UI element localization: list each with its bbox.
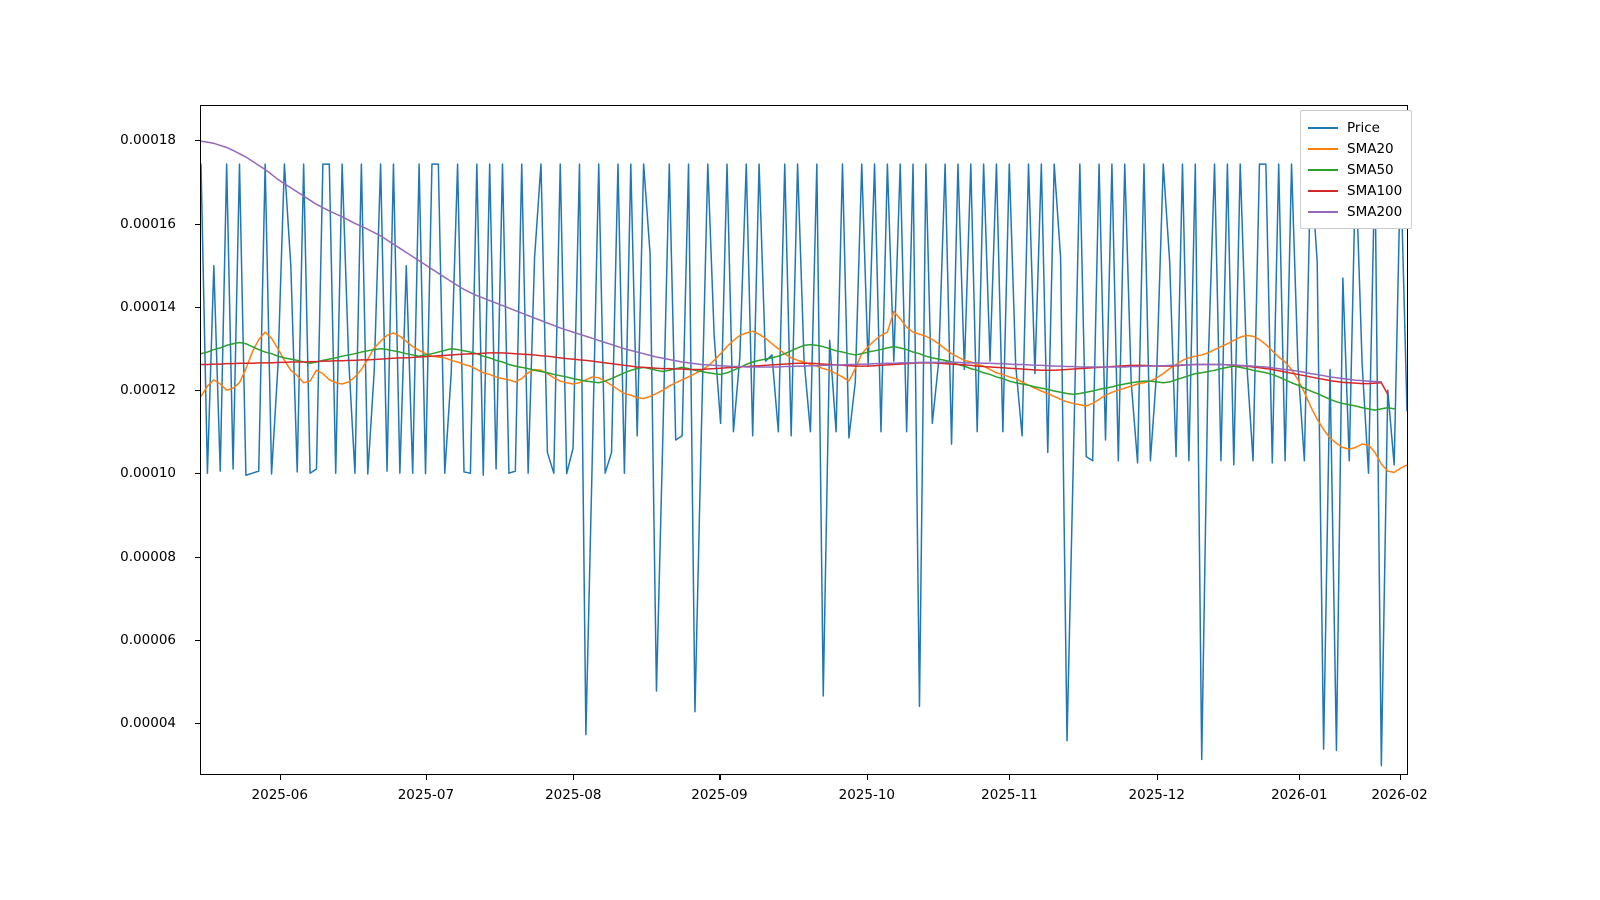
y-axis-tick-label: 0.00010 [120,465,176,482]
y-axis-tick-mark [195,556,200,558]
x-axis-tick-label: 2025-06 [251,787,308,803]
y-axis-tick-label: 0.00016 [120,215,176,232]
legend-item-sma20[interactable]: SMA20 [1308,138,1402,159]
y-axis-tick-label: 0.00014 [120,298,176,315]
y-axis-tick-mark [195,473,200,475]
x-axis-tick-label: 2025-12 [1128,787,1185,803]
x-axis-tick-mark [425,775,427,780]
legend-color-swatch [1308,126,1338,129]
series-canvas [201,140,1407,767]
y-axis-tick-mark [195,140,200,142]
legend-item-label: SMA200 [1347,203,1403,220]
y-axis-tick-label: 0.00012 [120,382,176,399]
legend-item-label: SMA20 [1347,140,1394,157]
x-axis-tick-mark [1299,775,1301,780]
legend-color-swatch [1308,189,1338,192]
x-axis-tick-label: 2026-01 [1271,787,1328,803]
y-axis-tick-label: 0.00008 [120,548,176,565]
x-axis-tick-label: 2025-08 [545,787,602,803]
legend-color-swatch [1308,147,1338,150]
y-axis-tick-mark [195,639,200,641]
x-axis-tick-label: 2025-07 [397,787,455,803]
x-axis-tick-label: 2025-09 [691,787,748,803]
series-line-sma50 [201,341,1395,411]
y-axis-tick-label: 0.00018 [120,132,176,149]
x-axis-tick-mark [573,775,575,780]
x-axis-tick-label: 2025-10 [838,787,896,803]
series-line-sma20 [201,310,1407,474]
legend-item-label: Price [1347,119,1380,136]
y-axis-tick-label: 0.00006 [120,631,176,648]
y-axis-tick-mark [195,306,200,308]
legend-item-label: SMA100 [1347,182,1403,199]
x-axis-tick-mark [279,775,281,780]
series-line-sma200 [201,140,1383,383]
y-axis-tick-mark [195,722,200,725]
legend-color-swatch [1308,210,1338,213]
x-axis-tick-mark [866,775,868,780]
chart-legend: Price SMA20 SMA50 SMA100 SMA200 [1300,110,1413,229]
plot-area [200,105,1408,775]
y-axis-tick-mark [195,390,200,392]
x-axis-tick-label: 2026-02 [1371,787,1428,803]
x-axis-tick-mark [1399,775,1401,780]
y-axis-tick-mark [195,223,200,225]
x-axis-tick-mark [1009,775,1011,780]
series-line-price [201,163,1407,767]
x-axis-tick-mark [1156,775,1158,780]
x-axis-tick-label: 2025-11 [981,787,1038,803]
y-axis-tick-label: 0.00004 [120,714,176,731]
legend-item-price[interactable]: Price [1308,117,1402,138]
x-axis-tick-mark [719,775,721,780]
legend-item-sma200[interactable]: SMA200 [1308,201,1402,222]
legend-item-sma100[interactable]: SMA100 [1308,180,1402,201]
legend-item-sma50[interactable]: SMA50 [1308,159,1402,180]
legend-color-swatch [1308,168,1338,171]
legend-item-label: SMA50 [1347,161,1394,178]
